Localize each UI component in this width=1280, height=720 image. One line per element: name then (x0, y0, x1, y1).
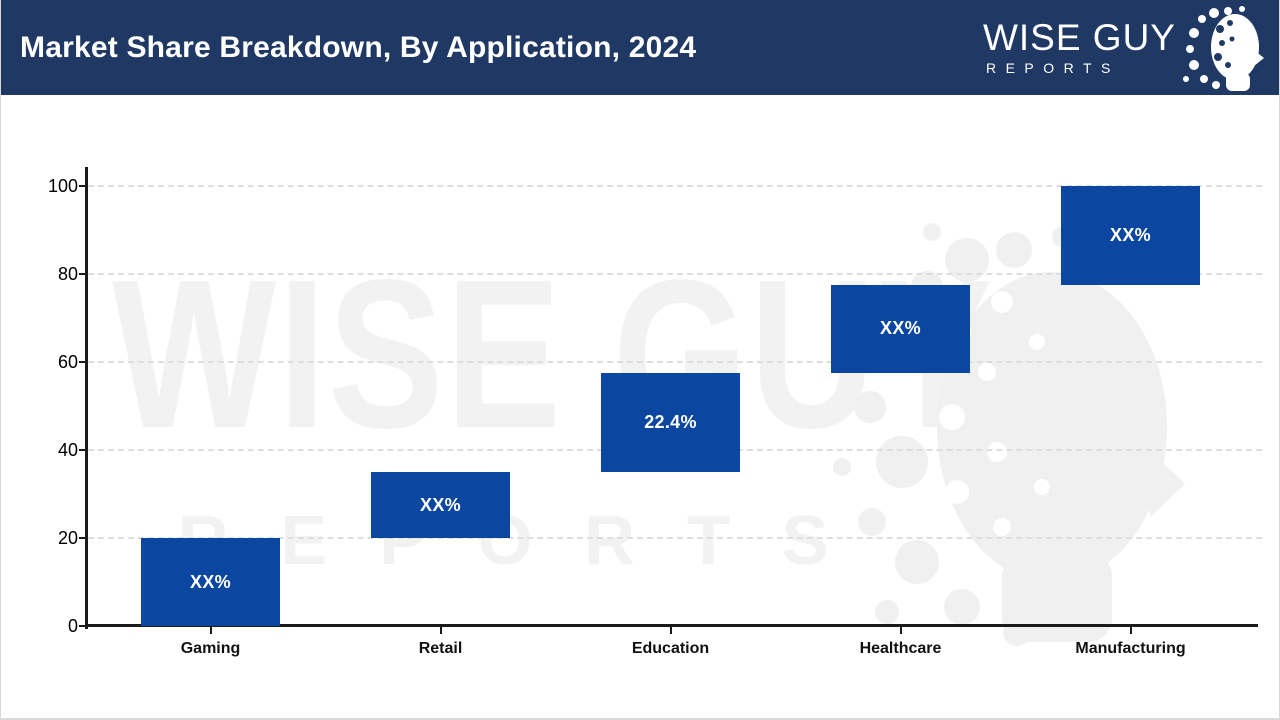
y-tick-mark (79, 625, 87, 627)
x-tick-mark (439, 627, 442, 634)
logo: WISE GUY REPORTS (983, 5, 1280, 91)
x-tick-mark (1129, 627, 1132, 634)
x-axis-line (85, 624, 1258, 627)
y-axis-line (85, 167, 88, 629)
bar-value-label: XX% (420, 494, 461, 515)
gridline-100 (88, 185, 1262, 187)
page-title: Market Share Breakdown, By Application, … (20, 30, 697, 64)
bar-manufacturing: XX% (1061, 186, 1200, 285)
y-tick-mark (79, 185, 87, 187)
y-tick-mark (79, 361, 87, 363)
bar-gaming: XX% (141, 538, 280, 626)
bar-education: 22.4% (601, 373, 740, 472)
logo-wordmark: WISE GUY (982, 17, 1176, 58)
x-axis-category-label: Healthcare (859, 640, 942, 657)
logo-text: WISE GUY REPORTS (983, 19, 1176, 76)
y-tick-label: 20 (57, 528, 78, 548)
x-axis-category-label: Gaming (180, 640, 241, 657)
gridline-80 (88, 273, 1262, 275)
gridline-20 (88, 537, 1262, 539)
x-axis-category-label: Manufacturing (1075, 640, 1186, 657)
y-tick-mark (79, 449, 87, 451)
y-tick-mark (79, 537, 87, 539)
y-tick-label: 80 (57, 264, 78, 284)
watermark-head-icon (833, 223, 1185, 646)
bar-value-label: XX% (190, 571, 231, 592)
y-tick-label: 60 (57, 352, 78, 372)
x-tick-mark (669, 627, 672, 634)
logo-subtitle: REPORTS (985, 60, 1120, 76)
y-tick-mark (79, 273, 87, 275)
x-tick-mark (899, 627, 902, 634)
bar-retail: XX% (371, 472, 510, 538)
y-tick-label: 40 (57, 440, 78, 460)
bar-value-label: XX% (880, 318, 921, 339)
x-axis-category-label: Education (631, 640, 710, 657)
x-axis-category-label: Retail (418, 640, 463, 657)
gridline-60 (88, 361, 1262, 363)
bar-healthcare: XX% (831, 284, 970, 374)
logo-head-icon (1183, 5, 1264, 91)
x-tick-mark (209, 627, 212, 634)
y-tick-label: 0 (67, 616, 78, 636)
y-tick-label: 100 (47, 176, 78, 196)
bar-value-label: 22.4% (644, 412, 697, 433)
header-bar: Market Share Breakdown, By Application, … (0, 0, 1280, 95)
bar-value-label: XX% (1110, 224, 1151, 245)
